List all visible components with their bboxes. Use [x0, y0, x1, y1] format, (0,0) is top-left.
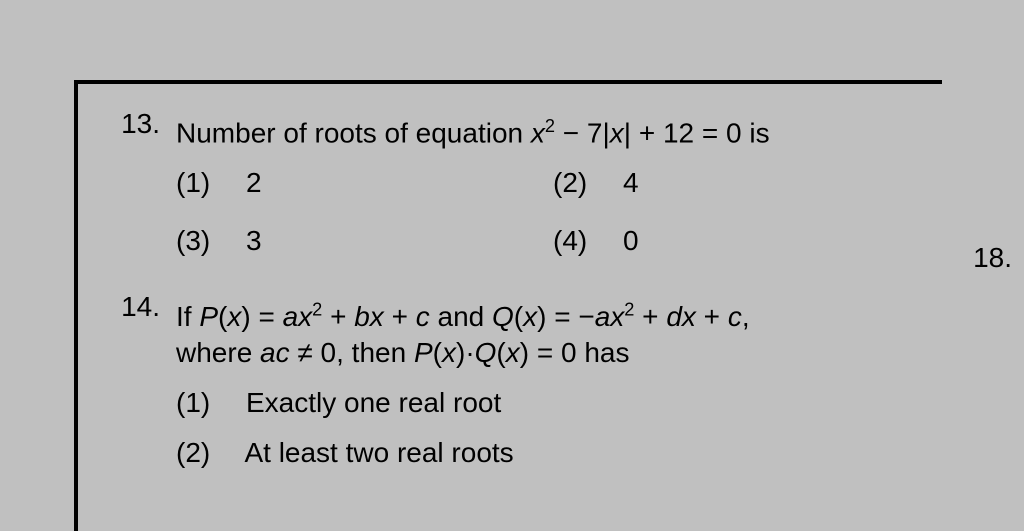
stem-line-1: If P(x) = ax2 + bx + c and Q(x) = −ax2 +…	[176, 301, 750, 332]
options-list: (1) Exactly one real root (2) At least t…	[176, 385, 930, 471]
options-grid: (1) 2 (2) 4 (3) 3 (4) 0	[176, 165, 930, 259]
question-number: 14.	[100, 291, 176, 323]
stem-line-2: where ac ≠ 0, then P(x)·Q(x) = 0 has	[176, 337, 629, 368]
frame-rule-top	[74, 80, 942, 84]
question-14: 14. If P(x) = ax2 + bx + c and Q(x) = −a…	[100, 291, 930, 484]
question-number: 13.	[100, 108, 176, 140]
option-4: (4) 0	[553, 223, 930, 259]
option-1: (1) 2	[176, 165, 553, 201]
question-stem: If P(x) = ax2 + bx + c and Q(x) = −ax2 +…	[176, 291, 930, 370]
page: 13. Number of roots of equation x2 − 7|x…	[0, 0, 1024, 531]
option-1: (1) Exactly one real root	[176, 385, 930, 421]
option-2: (2) 4	[553, 165, 930, 201]
content-area: 13. Number of roots of equation x2 − 7|x…	[100, 100, 930, 485]
question-body: Number of roots of equation x2 − 7|x| + …	[176, 108, 930, 283]
option-2: (2) At least two real roots	[176, 435, 930, 471]
option-3: (3) 3	[176, 223, 553, 259]
question-stem: Number of roots of equation x2 − 7|x| + …	[176, 108, 930, 151]
question-body: If P(x) = ax2 + bx + c and Q(x) = −ax2 +…	[176, 291, 930, 484]
margin-question-number: 18.	[973, 242, 1012, 274]
question-13: 13. Number of roots of equation x2 − 7|x…	[100, 108, 930, 283]
frame-rule-left	[74, 80, 78, 531]
